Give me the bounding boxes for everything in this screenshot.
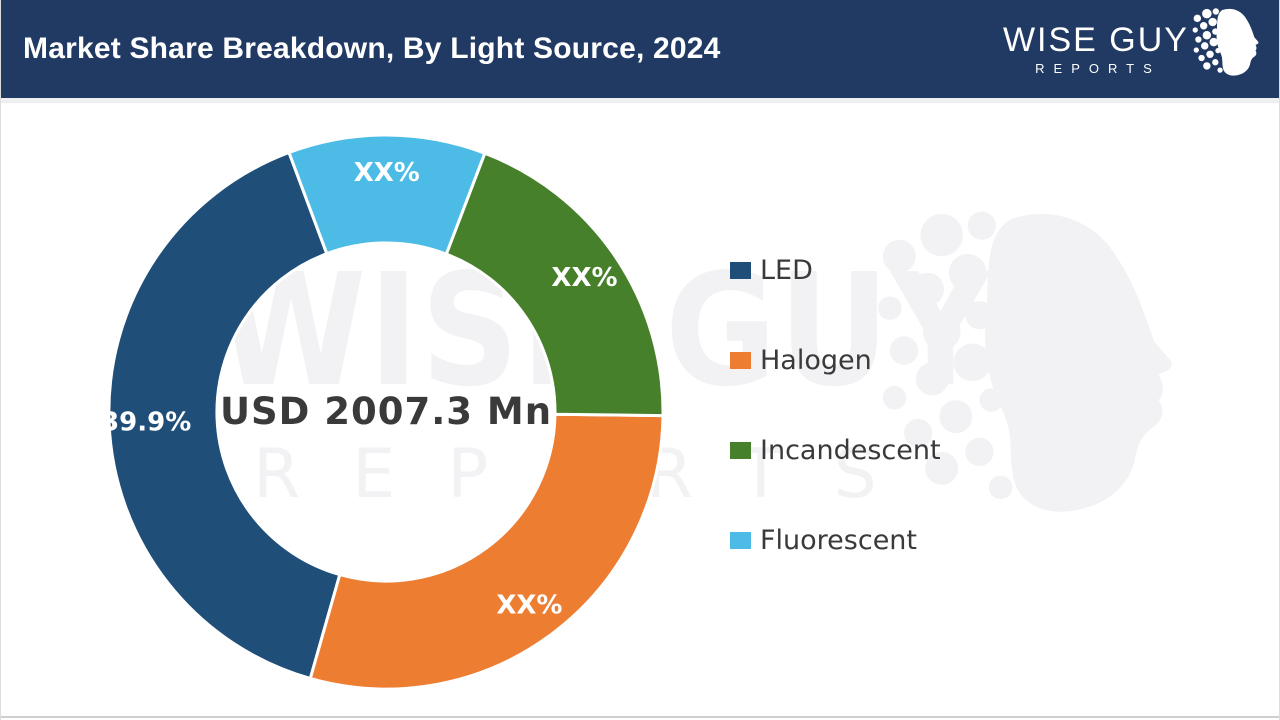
- face-profile-dots-icon: [1192, 8, 1259, 76]
- header-bar: Market Share Breakdown, By Light Source,…: [1, 0, 1279, 98]
- header-divider: [1, 98, 1279, 103]
- donut-slice-incandescent: [444, 151, 665, 418]
- legend-swatch-fluorescent: [730, 531, 751, 549]
- legend-item-halogen: Halogen: [730, 345, 941, 375]
- legend-swatch-led: [730, 261, 751, 279]
- donut-slices: [107, 133, 665, 691]
- bottom-rule: [1, 716, 1279, 718]
- slice-label-fluorescent: XX%: [354, 158, 420, 188]
- wiseguy-logo: WISE GUY REPORTS: [1003, 6, 1265, 92]
- donut-slice-led: [107, 151, 342, 680]
- slice-label-incandescent: XX%: [551, 263, 617, 293]
- page-title: Market Share Breakdown, By Light Source,…: [23, 32, 721, 65]
- donut-slice-fluorescent: [287, 133, 487, 256]
- legend-label-incandescent: Incandescent: [760, 434, 941, 466]
- chart-legend: LED Halogen Incandescent Fluorescent: [730, 255, 941, 615]
- legend-label-fluorescent: Fluorescent: [760, 524, 918, 556]
- donut-slice-halogen: [308, 412, 665, 691]
- legend-label-led: LED: [760, 254, 813, 286]
- chart-area: WISE GUY REPORTS 39.9%XX%XX%XX% USD 200: [1, 103, 1279, 717]
- donut-chart: 39.9% XX% XX% XX% USD 2007.3 Mn: [101, 133, 665, 691]
- legend-swatch-halogen: [730, 351, 751, 369]
- logo-wordmark: WISE GUY REPORTS: [1003, 23, 1189, 75]
- legend-swatch-incandescent: [730, 441, 751, 459]
- slice-label-halogen: XX%: [496, 590, 562, 620]
- legend-label-halogen: Halogen: [760, 344, 872, 376]
- slice-label-led: 39.9%: [101, 408, 191, 438]
- legend-item-incandescent: Incandescent: [730, 435, 941, 465]
- donut-center-value: USD 2007.3 Mn: [220, 390, 552, 433]
- logo-name: WISE GUY: [1002, 21, 1189, 59]
- legend-item-fluorescent: Fluorescent: [730, 525, 941, 555]
- legend-item-led: LED: [730, 255, 941, 285]
- logo-subtitle: REPORTS: [1035, 61, 1161, 76]
- donut-slice-labels: 39.9% XX% XX% XX%: [101, 158, 617, 620]
